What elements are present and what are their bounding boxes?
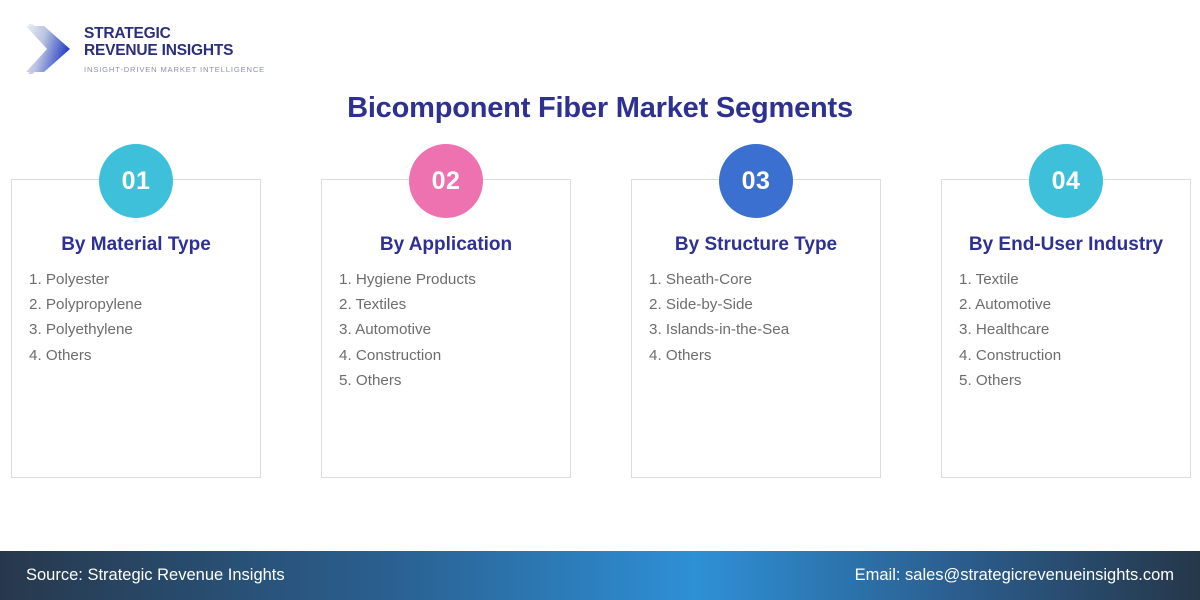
- footer-source: Source: Strategic Revenue Insights: [26, 566, 285, 584]
- segment-cards-row: 01 By Material Type Polyester Polypropyl…: [11, 144, 1191, 478]
- card-item-list: Polyester Polypropylene Polyethylene Oth…: [12, 267, 260, 368]
- list-item: Textile: [975, 271, 1019, 288]
- logo-wordmark: STRATEGIC REVENUE INSIGHTS INSIGHT-DRIVE…: [84, 25, 265, 74]
- list-item: Construction: [975, 346, 1062, 364]
- list-item: Others: [665, 346, 712, 364]
- list-item: Polypropylene: [45, 296, 143, 314]
- card-heading: By Application: [379, 234, 513, 255]
- list-item: Polyester: [45, 271, 110, 288]
- segment-card: 03 By Structure Type Sheath-Core Side-by…: [631, 144, 881, 478]
- logo-tagline: INSIGHT-DRIVEN MARKET INTELLIGENCE: [84, 64, 266, 74]
- brand-logo: STRATEGIC REVENUE INSIGHTS INSIGHT-DRIVE…: [22, 20, 265, 78]
- list-item: Polyethylene: [45, 321, 133, 339]
- card-heading: By Structure Type: [674, 234, 838, 255]
- logo-line-2: REVENUE INSIGHTS: [84, 41, 234, 59]
- footer-bar: Source: Strategic Revenue Insights Email…: [0, 551, 1200, 600]
- segment-card: 01 By Material Type Polyester Polypropyl…: [11, 144, 261, 478]
- card-number-badge: 01: [99, 144, 173, 218]
- footer-email[interactable]: Email: sales@strategicrevenueinsights.co…: [854, 566, 1174, 584]
- list-item: Automotive: [975, 296, 1052, 314]
- card-number-badge: 02: [409, 144, 483, 218]
- card-number-badge: 04: [1029, 144, 1103, 218]
- logo-line-1: STRATEGIC: [84, 24, 171, 42]
- list-item: Healthcare: [975, 321, 1050, 339]
- list-item: Islands-in-the-Sea: [665, 321, 790, 339]
- card-item-list: Hygiene Products Textiles Automotive Con…: [322, 267, 570, 393]
- list-item: Textiles: [355, 296, 407, 314]
- segment-card: 04 By End-User Industry Textile Automoti…: [941, 144, 1191, 478]
- segment-card: 02 By Application Hygiene Products Texti…: [321, 144, 571, 478]
- list-item: Side-by-Side: [665, 296, 753, 314]
- card-heading: By Material Type: [61, 234, 211, 255]
- list-item: Construction: [355, 346, 442, 364]
- card-item-list: Sheath-Core Side-by-Side Islands-in-the-…: [632, 267, 880, 368]
- card-heading: By End-User Industry: [968, 234, 1164, 255]
- list-item: Automotive: [355, 321, 432, 339]
- card-number-badge: 03: [719, 144, 793, 218]
- list-item: Hygiene Products: [355, 271, 476, 288]
- list-item: Others: [975, 371, 1022, 389]
- list-item: Sheath-Core: [665, 271, 753, 288]
- page-title: Bicomponent Fiber Market Segments: [347, 92, 853, 124]
- list-item: Others: [45, 346, 92, 364]
- chevron-arrow-icon: [26, 24, 70, 74]
- list-item: Others: [355, 371, 402, 389]
- card-item-list: Textile Automotive Healthcare Constructi…: [942, 267, 1190, 393]
